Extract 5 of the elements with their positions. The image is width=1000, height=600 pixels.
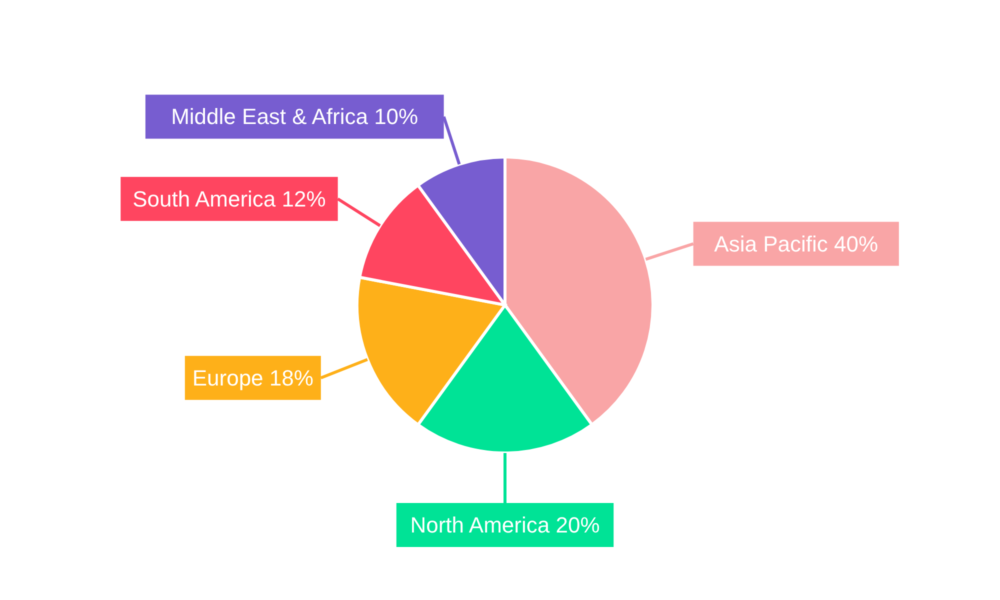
slice-label: Asia Pacific 40% [714,231,878,256]
slice-label: South America 12% [132,186,326,212]
slice-label: Europe 18% [192,365,314,390]
slice-label: North America 20% [410,512,600,538]
slice-label: Middle East & Africa 10% [171,104,418,130]
